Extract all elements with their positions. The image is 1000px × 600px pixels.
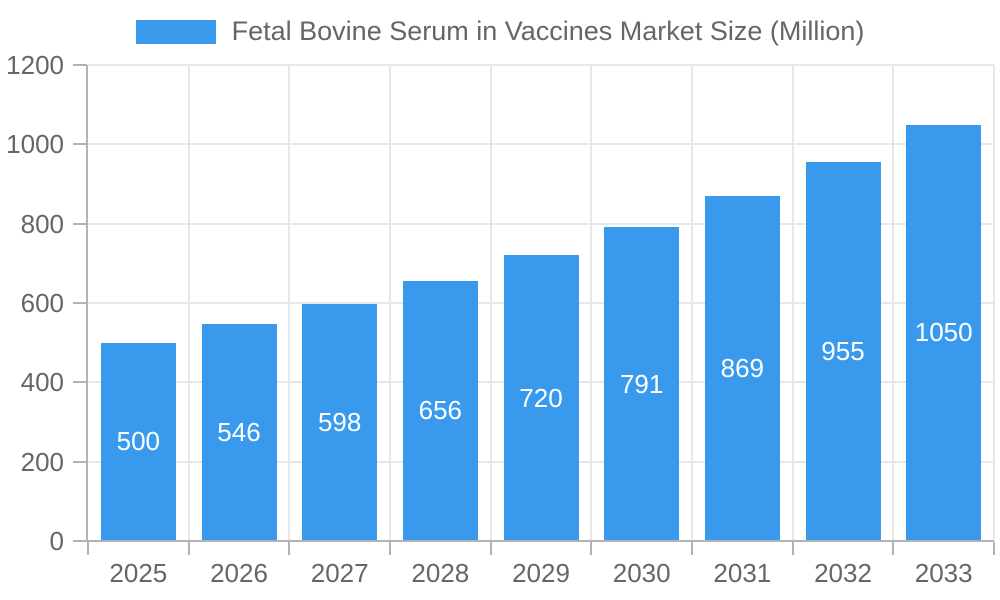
x-axis-line <box>74 540 994 542</box>
y-axis-label: 200 <box>20 446 64 477</box>
x-axis-label: 2030 <box>612 558 671 588</box>
h-gridline <box>88 143 994 146</box>
x-axis-label: 2028 <box>411 558 470 588</box>
x-tick <box>187 542 190 555</box>
plot-area: 500 546 598 656 720 791 869 955 1050 <box>88 64 995 541</box>
y-tick <box>73 460 87 463</box>
bar-value-label: 720 <box>519 382 563 413</box>
x-tick <box>87 542 89 555</box>
bar[interactable]: 546 <box>201 324 277 541</box>
v-gridline <box>691 65 693 541</box>
y-tick <box>73 64 87 66</box>
y-tick <box>73 222 87 225</box>
bar-value-label: 656 <box>418 395 463 426</box>
y-axis-label: 800 <box>20 208 64 239</box>
x-tick <box>691 542 693 555</box>
x-axis-label: 2026 <box>210 558 268 588</box>
bar-value-label: 791 <box>619 368 664 399</box>
y-axis-label: 600 <box>20 288 64 318</box>
x-axis-label: 2025 <box>109 558 168 588</box>
x-tick <box>389 542 391 555</box>
bar-value-label: 500 <box>116 426 161 457</box>
x-axis-label: 2032 <box>814 558 872 588</box>
bar[interactable]: 598 <box>302 303 378 541</box>
y-axis-line <box>86 65 88 541</box>
v-gridline <box>389 65 391 541</box>
bar-value-label: 1050 <box>914 317 973 348</box>
h-gridline <box>88 222 994 225</box>
v-gridline <box>187 65 190 541</box>
bar[interactable]: 1050 <box>906 124 982 541</box>
v-gridline <box>288 65 291 541</box>
x-tick <box>590 542 593 555</box>
bar[interactable]: 955 <box>805 162 881 541</box>
x-axis-label: 2033 <box>914 558 973 588</box>
x-axis-label: 2027 <box>310 558 369 588</box>
bar[interactable]: 500 <box>100 342 176 541</box>
x-tick <box>892 542 895 555</box>
x-axis-label: 2029 <box>512 558 570 588</box>
y-tick <box>73 381 87 384</box>
bar[interactable]: 791 <box>604 227 680 541</box>
v-gridline <box>892 65 895 541</box>
x-axis-label: 2031 <box>713 558 772 588</box>
y-axis-label: 1200 <box>6 50 64 80</box>
bar-value-label: 955 <box>821 336 865 367</box>
bar-value-label: 546 <box>217 417 261 448</box>
bar-value-label: 869 <box>720 353 765 384</box>
bar[interactable]: 720 <box>503 255 579 541</box>
h-gridline <box>88 64 994 66</box>
y-tick <box>73 143 87 146</box>
bar[interactable]: 869 <box>704 196 780 541</box>
x-tick <box>791 542 794 555</box>
y-tick <box>73 302 87 304</box>
y-axis-label: 1000 <box>6 129 64 160</box>
bar[interactable]: 656 <box>402 280 478 541</box>
legend[interactable]: Fetal Bovine Serum in Vaccines Market Si… <box>0 16 1000 47</box>
x-tick <box>288 542 291 555</box>
v-gridline <box>993 65 995 541</box>
v-gridline <box>590 65 593 541</box>
y-axis-label: 0 <box>49 526 64 556</box>
x-tick <box>489 542 492 555</box>
legend-swatch <box>135 19 216 44</box>
legend-label: Fetal Bovine Serum in Vaccines Market Si… <box>231 16 865 46</box>
v-gridline <box>489 65 492 541</box>
bar-value-label: 598 <box>317 406 362 437</box>
y-axis-label: 400 <box>20 367 64 398</box>
x-tick <box>993 542 995 555</box>
v-gridline <box>791 65 794 541</box>
